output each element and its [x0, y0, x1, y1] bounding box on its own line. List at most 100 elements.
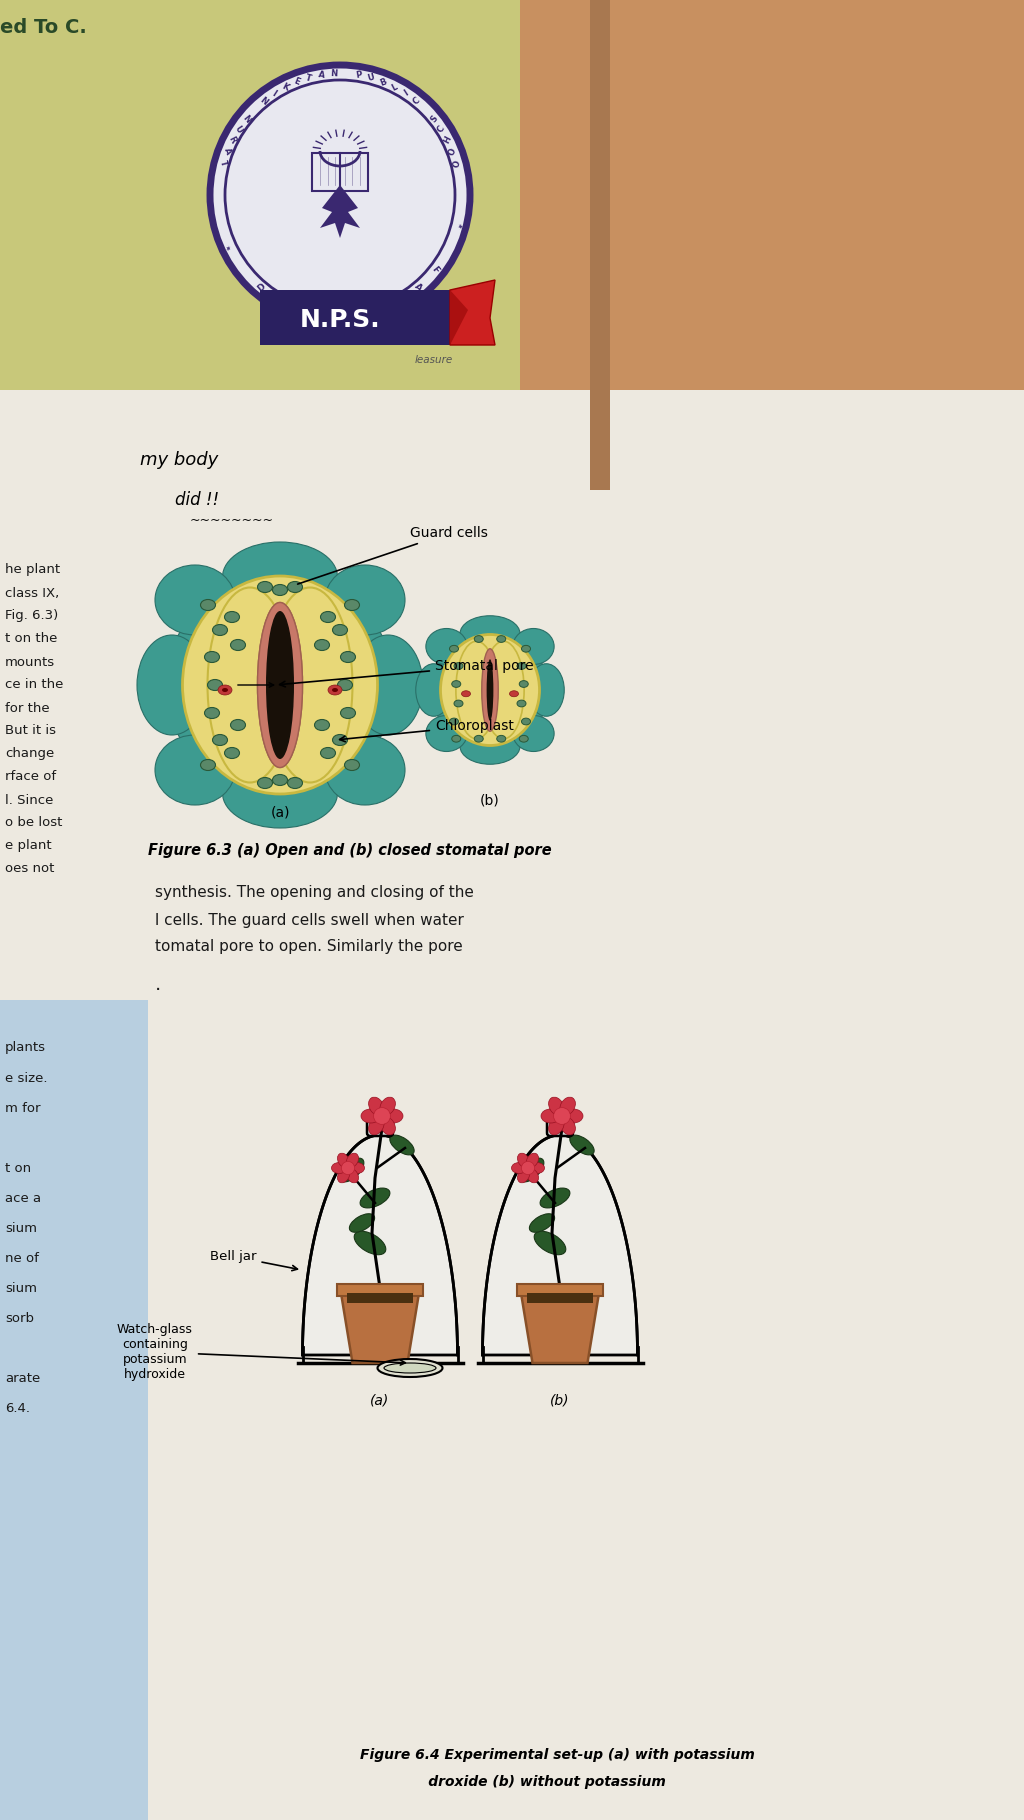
Text: A: A: [324, 311, 332, 320]
Ellipse shape: [521, 646, 530, 652]
Ellipse shape: [182, 575, 378, 794]
Ellipse shape: [344, 599, 359, 610]
Text: Figure 6.4 Experimental set-up (a) with potassium: Figure 6.4 Experimental set-up (a) with …: [360, 1747, 755, 1762]
Ellipse shape: [519, 735, 528, 743]
Ellipse shape: [569, 1136, 594, 1156]
Ellipse shape: [517, 1168, 529, 1183]
Ellipse shape: [328, 684, 342, 695]
FancyBboxPatch shape: [0, 389, 1024, 1820]
Text: C: C: [411, 95, 421, 106]
Ellipse shape: [460, 728, 520, 764]
Ellipse shape: [517, 701, 526, 706]
Ellipse shape: [213, 624, 227, 635]
Ellipse shape: [374, 1108, 390, 1125]
Ellipse shape: [521, 1161, 535, 1174]
Ellipse shape: [517, 1154, 529, 1168]
Text: U: U: [367, 73, 376, 84]
Text: mounts: mounts: [5, 655, 55, 668]
Polygon shape: [527, 1292, 593, 1303]
Text: rface of: rface of: [5, 770, 56, 783]
Text: t on the: t on the: [5, 633, 57, 646]
Ellipse shape: [222, 688, 228, 692]
Ellipse shape: [474, 635, 483, 642]
Ellipse shape: [267, 588, 352, 783]
Circle shape: [210, 66, 470, 326]
Text: oes not: oes not: [5, 863, 54, 875]
Text: I: I: [373, 306, 379, 315]
Ellipse shape: [456, 641, 497, 739]
Ellipse shape: [483, 641, 524, 739]
Ellipse shape: [257, 602, 302, 768]
Ellipse shape: [332, 688, 338, 692]
Text: change: change: [5, 748, 54, 761]
Ellipse shape: [257, 582, 272, 593]
Polygon shape: [521, 1292, 599, 1363]
Text: D: D: [348, 311, 356, 320]
Ellipse shape: [155, 564, 234, 635]
Polygon shape: [302, 1136, 458, 1356]
Text: R: R: [226, 135, 238, 146]
Ellipse shape: [257, 602, 302, 768]
Text: D: D: [256, 282, 267, 293]
Text: e size.: e size.: [5, 1072, 47, 1085]
Text: A: A: [413, 282, 424, 293]
Text: A: A: [317, 71, 325, 80]
Text: m for: m for: [5, 1101, 41, 1114]
FancyBboxPatch shape: [337, 1283, 423, 1296]
Ellipse shape: [554, 1108, 570, 1125]
Ellipse shape: [341, 708, 355, 719]
Ellipse shape: [486, 659, 494, 721]
Ellipse shape: [205, 708, 219, 719]
Ellipse shape: [314, 639, 330, 650]
Text: O: O: [447, 147, 459, 157]
FancyBboxPatch shape: [590, 0, 610, 490]
Ellipse shape: [349, 1214, 375, 1232]
Ellipse shape: [321, 748, 336, 759]
Ellipse shape: [510, 692, 518, 697]
Text: *: *: [452, 222, 462, 229]
Ellipse shape: [378, 1360, 442, 1378]
Ellipse shape: [390, 1136, 414, 1156]
Ellipse shape: [338, 1154, 350, 1168]
Ellipse shape: [346, 1154, 358, 1168]
Text: I: I: [270, 89, 278, 98]
Ellipse shape: [440, 635, 540, 746]
Ellipse shape: [208, 588, 293, 783]
Text: ace a: ace a: [5, 1192, 41, 1205]
Text: leasure: leasure: [415, 355, 454, 366]
Ellipse shape: [416, 664, 452, 717]
Text: Chloroplast: Chloroplast: [340, 719, 514, 743]
Ellipse shape: [332, 1163, 347, 1174]
Ellipse shape: [222, 542, 338, 612]
Text: P: P: [355, 71, 362, 80]
Ellipse shape: [450, 719, 459, 724]
Ellipse shape: [230, 639, 246, 650]
Ellipse shape: [549, 1097, 564, 1116]
Ellipse shape: [321, 612, 336, 622]
Text: *: *: [226, 246, 237, 253]
Text: E: E: [293, 76, 301, 87]
Ellipse shape: [549, 1116, 564, 1136]
Ellipse shape: [474, 735, 483, 743]
Text: class IX,: class IX,: [5, 586, 59, 599]
Ellipse shape: [208, 679, 222, 690]
Ellipse shape: [526, 1168, 539, 1183]
Ellipse shape: [361, 1108, 381, 1123]
Ellipse shape: [450, 646, 459, 652]
Text: e plant: e plant: [5, 839, 51, 852]
Ellipse shape: [218, 684, 232, 695]
Ellipse shape: [314, 719, 330, 730]
Ellipse shape: [349, 1163, 365, 1174]
Text: Guard cells: Guard cells: [298, 526, 487, 584]
Ellipse shape: [526, 1154, 539, 1168]
Text: R: R: [393, 295, 403, 306]
Ellipse shape: [560, 1097, 575, 1116]
Ellipse shape: [528, 664, 564, 717]
Text: N: N: [330, 69, 337, 78]
Ellipse shape: [563, 1108, 583, 1123]
Ellipse shape: [369, 1097, 384, 1116]
Ellipse shape: [340, 1158, 364, 1181]
Ellipse shape: [333, 624, 347, 635]
Text: did !!: did !!: [175, 491, 219, 510]
Ellipse shape: [452, 735, 461, 743]
